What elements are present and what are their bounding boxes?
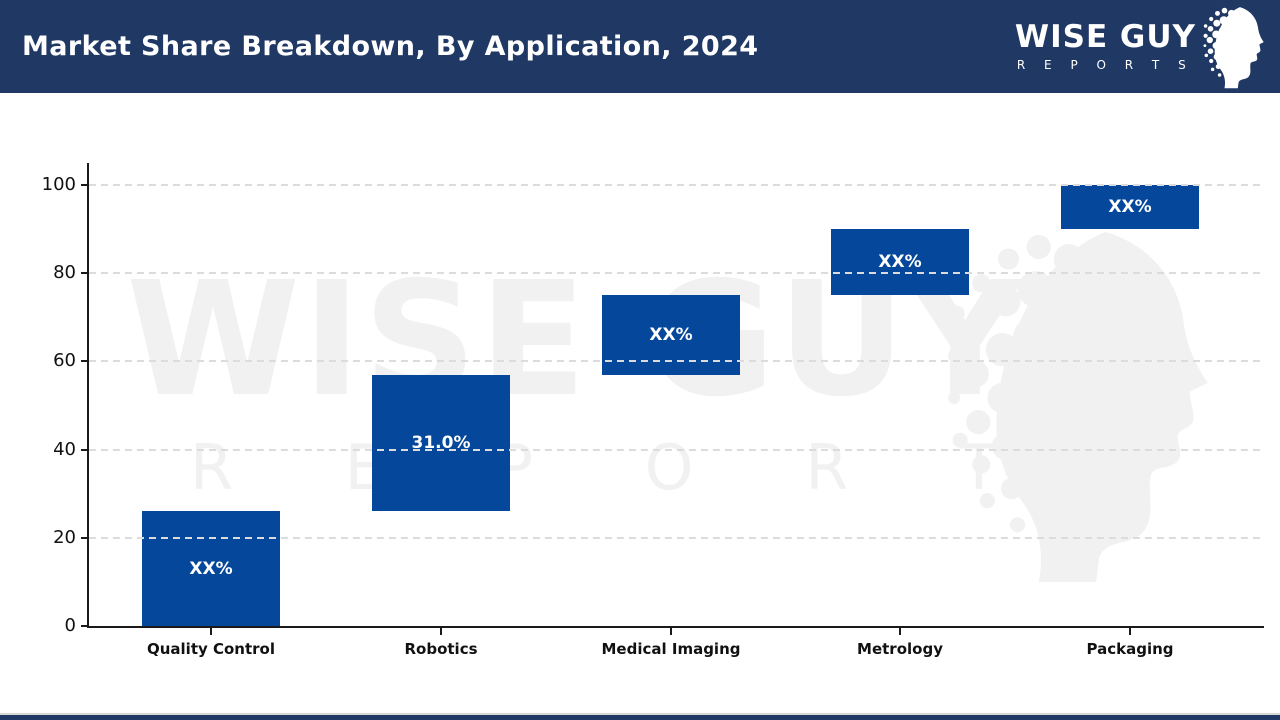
gridline-60 <box>89 360 1262 363</box>
bar-value-label: XX% <box>878 252 922 273</box>
brand-subtitle: R E P O R T S <box>1016 57 1194 72</box>
gridline-40 <box>89 448 1262 451</box>
y-axis-tick-mark <box>81 360 89 363</box>
y-axis-tick-label: 80 <box>53 262 76 284</box>
y-axis-tick-label: 100 <box>41 174 76 195</box>
x-axis-category-label: Robotics <box>404 640 478 658</box>
x-axis-category-label: Metrology <box>857 640 943 658</box>
gridline-80 <box>89 272 1262 275</box>
y-axis-tick-mark <box>81 625 89 627</box>
y-axis-tick-mark <box>81 536 89 539</box>
x-axis-tick-mark <box>1129 628 1131 635</box>
bar-quality-control: XX% <box>142 511 280 626</box>
x-axis-tick-mark <box>210 628 212 635</box>
bar-value-label: XX% <box>1108 197 1152 218</box>
page-title: Market Share Breakdown, By Application, … <box>22 31 759 62</box>
x-axis-category-label: Packaging <box>1086 640 1174 658</box>
brand-name: WISE GUY <box>1014 18 1196 55</box>
watermark-face-icon <box>933 205 1235 603</box>
bar-value-label: 31.0% <box>411 432 471 453</box>
x-axis-spine <box>87 626 1264 628</box>
gridline-100 <box>89 184 1262 186</box>
y-axis-tick-mark <box>81 272 89 275</box>
brand-logo: WISE GUY R E P O R T S <box>1015 5 1272 89</box>
wise-guy-face-icon <box>1198 5 1272 89</box>
bottom-strip <box>0 713 1280 720</box>
bar-value-label: XX% <box>649 324 693 345</box>
y-axis-tick-label: 40 <box>53 438 76 460</box>
gridline-20 <box>89 536 1262 539</box>
y-axis-tick-mark <box>81 448 89 451</box>
y-axis-tick-label: 20 <box>53 526 76 548</box>
y-axis-spine <box>87 163 89 628</box>
x-axis-tick-mark <box>670 628 672 635</box>
bar-medical-imaging: XX% <box>602 295 740 375</box>
x-axis-tick-mark <box>440 628 442 635</box>
watermark-brand-subtitle: R E P O R T S <box>190 431 1195 504</box>
bar-metrology: XX% <box>831 229 969 296</box>
bar-value-label: XX% <box>189 558 233 579</box>
bar-robotics: 31.0% <box>372 374 510 512</box>
header: Market Share Breakdown, By Application, … <box>0 0 1280 93</box>
y-axis-tick-label: 60 <box>53 350 76 372</box>
x-axis-tick-mark <box>899 628 901 635</box>
y-axis-tick-label: 0 <box>64 615 76 636</box>
x-axis-category-label: Medical Imaging <box>601 640 741 658</box>
x-axis-category-label: Quality Control <box>146 640 275 658</box>
y-axis-tick-mark <box>81 184 89 186</box>
bar-packaging: XX% <box>1061 185 1199 230</box>
